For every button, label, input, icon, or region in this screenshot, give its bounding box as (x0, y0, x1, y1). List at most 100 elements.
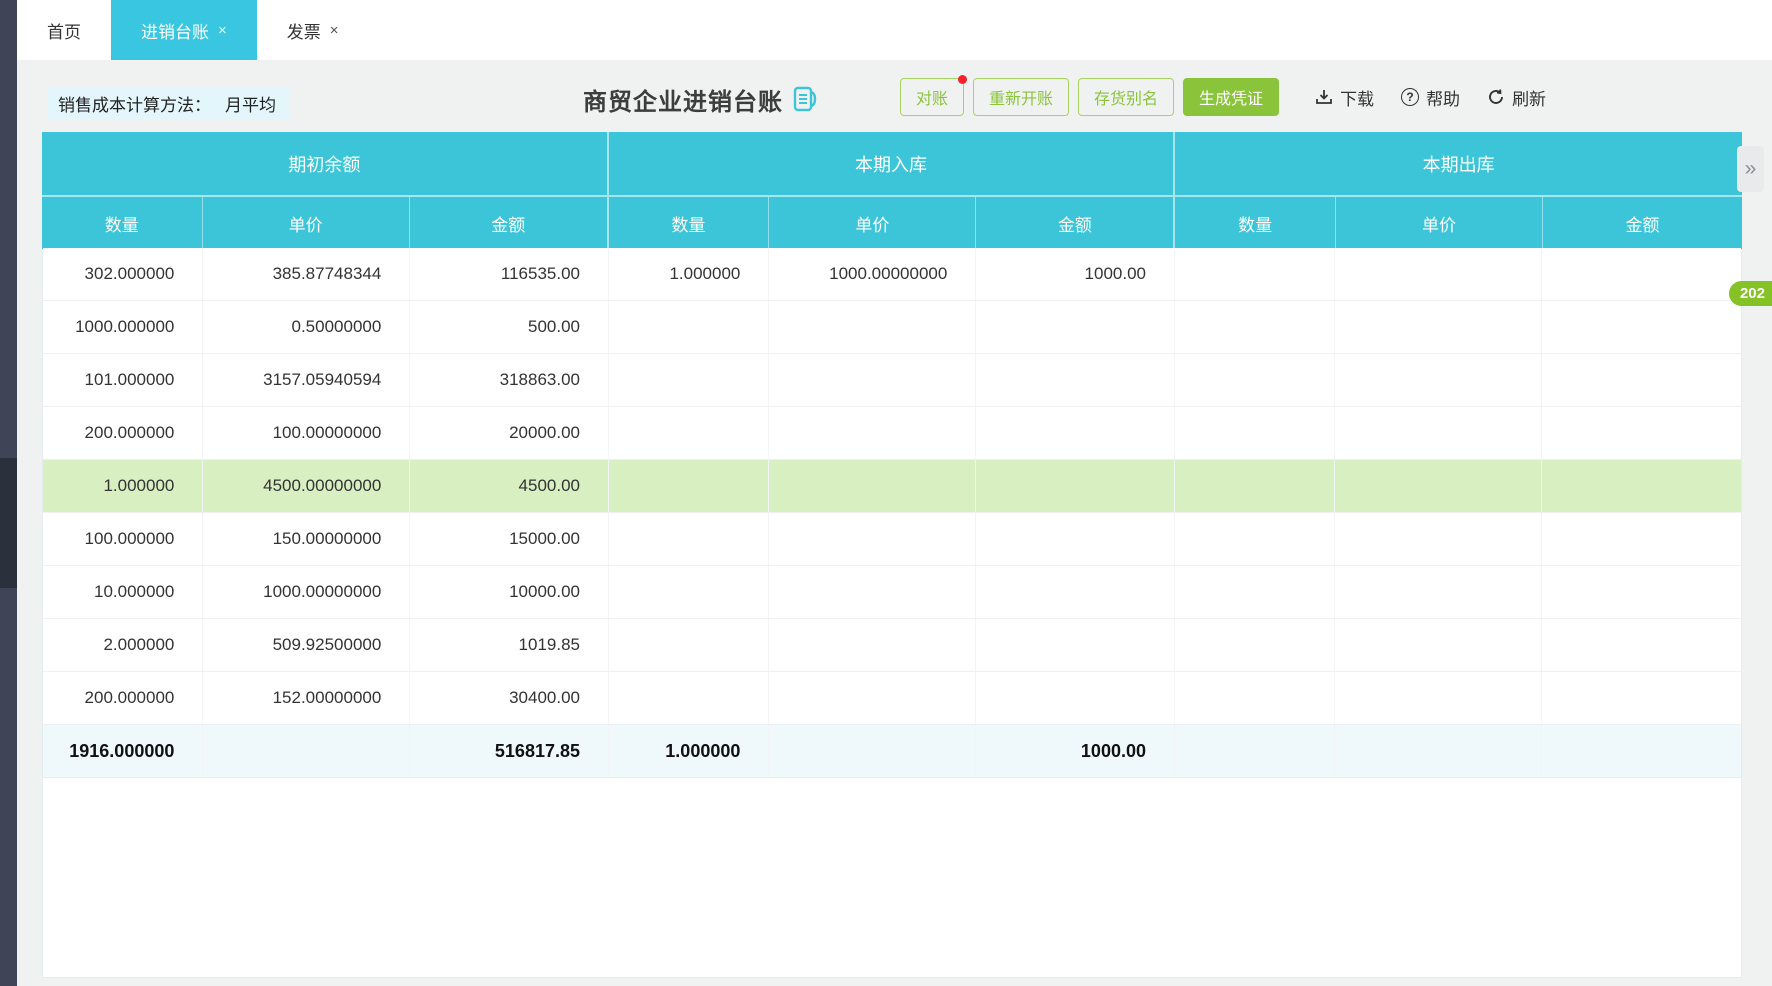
group-header-period-out: 本期出库 (1175, 132, 1742, 197)
help-action[interactable]: ? 帮助 (1401, 85, 1460, 110)
close-icon[interactable]: × (218, 21, 227, 39)
table-total-row[interactable]: 1916.000000 516817.85 1.000000 1000.00 (43, 725, 1741, 778)
table-row[interactable]: 2.000000 509.92500000 1019.85 (43, 619, 1741, 672)
table-cell (1542, 301, 1741, 353)
table-cell (1335, 513, 1543, 565)
table-row[interactable]: 100.000000 150.00000000 15000.00 (43, 513, 1741, 566)
table-cell: 4500.00 (410, 460, 609, 512)
help-icon: ? (1401, 88, 1420, 106)
table-row[interactable]: 101.000000 3157.05940594 318863.00 (43, 354, 1741, 407)
table-cell (769, 513, 977, 565)
group-header-opening-balance: 期初余额 (42, 132, 609, 197)
table-cell: 200.000000 (43, 407, 204, 459)
table-cell (1542, 513, 1741, 565)
table-row[interactable]: 200.000000 152.00000000 30400.00 (43, 672, 1741, 725)
column-header: 单价 (1336, 197, 1544, 249)
table-cell: 10.000000 (43, 566, 204, 618)
column-header: 金额 (410, 197, 609, 249)
table-cell (976, 619, 1175, 671)
table-cell (1542, 248, 1741, 300)
table-cell: 100.000000 (43, 513, 204, 565)
table-cell (769, 460, 977, 512)
tab-label: 发票 (286, 22, 321, 42)
table-cell: 385.87748344 (203, 248, 411, 300)
table-cell (1175, 513, 1336, 565)
ledger-table: 期初余额 本期入库 本期出库 数量 单价 金额 数量 单价 金额 数量 单价 金额 302.00… (42, 132, 1742, 978)
table-cell (1335, 672, 1543, 724)
table-cell: 1000.00 (976, 248, 1175, 300)
table-cell: 0.50000000 (203, 301, 411, 353)
generate-voucher-button[interactable]: 生成凭证 (1183, 78, 1280, 116)
table-cell: 1000.00 (976, 725, 1175, 777)
table-cell (1542, 354, 1741, 406)
table-cell (976, 354, 1175, 406)
table-cell (1175, 725, 1336, 777)
table-row[interactable]: 302.000000 385.87748344 116535.00 1.000000 1… (43, 248, 1741, 301)
table-row[interactable]: 1.000000 4500.00000000 4500.00 (43, 460, 1741, 513)
period-badge: 202 (1728, 281, 1772, 306)
table-cell (609, 301, 770, 353)
action-label: 下载 (1340, 89, 1375, 109)
table-cell: 200.000000 (43, 672, 204, 724)
download-action[interactable]: 下载 (1315, 85, 1374, 110)
refresh-icon (1487, 88, 1505, 106)
table-cell (769, 672, 977, 724)
table-column-header-row: 数量 单价 金额 数量 单价 金额 数量 单价 金额 (42, 197, 1742, 249)
table-cell (1175, 407, 1336, 459)
table-cell: 100.00000000 (203, 407, 411, 459)
refresh-action[interactable]: 刷新 (1487, 85, 1546, 110)
column-header: 数量 (42, 197, 203, 249)
table-cell: 116535.00 (410, 248, 609, 300)
button-label: 对账 (916, 91, 949, 108)
table-cell (1175, 672, 1336, 724)
table-cell: 318863.00 (410, 354, 609, 406)
table-cell: 152.00000000 (203, 672, 411, 724)
table-cell (1335, 407, 1543, 459)
table-cell: 302.000000 (43, 248, 204, 300)
table-cell (1175, 248, 1336, 300)
reopen-books-button[interactable]: 重新开账 (973, 78, 1070, 116)
table-cell (609, 407, 770, 459)
left-sidebar-rail-segment (0, 458, 17, 588)
table-cell (609, 460, 770, 512)
table-cell: 4500.00000000 (203, 460, 411, 512)
table-cell: 15000.00 (410, 513, 609, 565)
tab-ledger[interactable]: 进销台账 × (111, 0, 257, 60)
expand-columns-button[interactable]: » (1737, 146, 1764, 192)
table-cell: 1916.000000 (43, 725, 204, 777)
table-cell (976, 672, 1175, 724)
table-row[interactable]: 200.000000 100.00000000 20000.00 (43, 407, 1741, 460)
table-cell (769, 354, 977, 406)
tab-bar: 首页 进销台账 × 发票 × (17, 0, 1772, 60)
table-cell (1335, 301, 1543, 353)
table-cell (1542, 672, 1741, 724)
tab-home[interactable]: 首页 (17, 0, 111, 60)
table-cell (1542, 407, 1741, 459)
table-row[interactable]: 1000.000000 0.50000000 500.00 (43, 301, 1741, 354)
table-cell (1335, 460, 1543, 512)
table-cell (1335, 248, 1543, 300)
table-cell (1175, 301, 1336, 353)
table-cell (1175, 566, 1336, 618)
table-cell: 150.00000000 (203, 513, 411, 565)
button-label: 重新开账 (989, 91, 1054, 108)
table-cell: 500.00 (410, 301, 609, 353)
table-cell: 1.000000 (43, 460, 204, 512)
table-row[interactable]: 10.000000 1000.00000000 10000.00 (43, 566, 1741, 619)
cost-method-value: 月平均 (225, 96, 276, 115)
table-cell: 1000.000000 (43, 301, 204, 353)
close-icon[interactable]: × (329, 21, 339, 39)
tab-invoice[interactable]: 发票 × (257, 0, 369, 60)
reconcile-button[interactable]: 对账 (900, 75, 968, 116)
table-cell (1335, 566, 1543, 618)
group-header-period-in: 本期入库 (608, 132, 1176, 197)
notification-dot (958, 75, 968, 84)
column-header: 数量 (609, 197, 770, 249)
table-cell: 1.000000 (609, 248, 770, 300)
table-cell (976, 460, 1175, 512)
table-cell: 2.000000 (43, 619, 204, 671)
table-cell: 20000.00 (410, 407, 609, 459)
column-header: 金额 (976, 197, 1176, 249)
table-cell (769, 301, 977, 353)
inventory-alias-button[interactable]: 存货别名 (1078, 78, 1175, 116)
